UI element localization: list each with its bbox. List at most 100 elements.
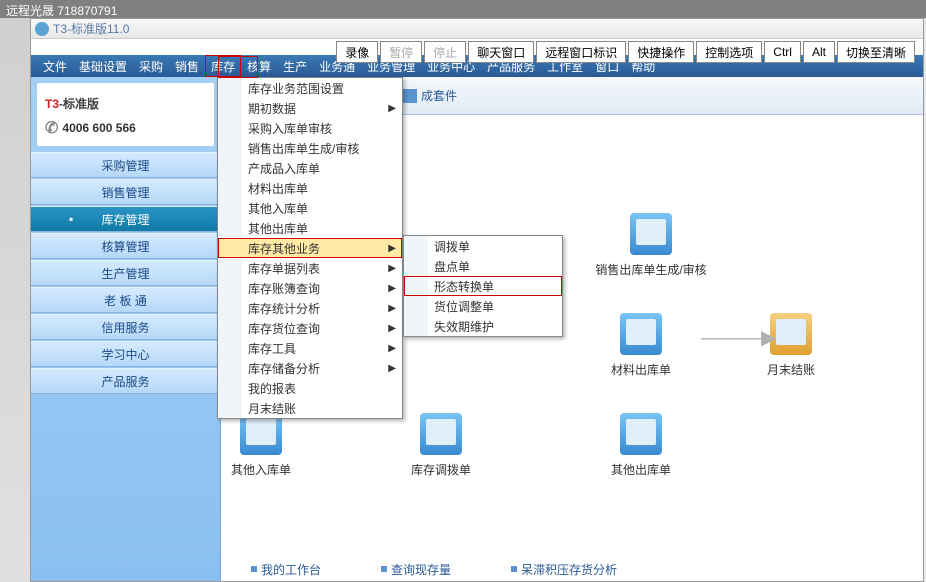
chevron-right-icon: ▶ <box>388 103 396 114</box>
chevron-right-icon: ▶ <box>388 243 396 254</box>
menuitem-材料出库单[interactable]: 材料出库单 <box>218 178 402 198</box>
flow-node-其他出库单[interactable]: 其他出库单 <box>611 413 671 478</box>
chevron-right-icon: ▶ <box>388 303 396 314</box>
brand-phone: ✆ 4006 600 566 <box>45 118 206 138</box>
nav-老 板 通[interactable]: 老 板 通 <box>31 287 220 313</box>
alt-button[interactable]: Alt <box>803 41 835 63</box>
menuitem-其他出库单[interactable]: 其他出库单 <box>218 218 402 238</box>
nav-销售管理[interactable]: 销售管理 <box>31 179 220 205</box>
menuitem-采购入库单审核[interactable]: 采购入库单审核 <box>218 118 402 138</box>
chevron-right-icon: ▶ <box>388 323 396 334</box>
nav-学习中心[interactable]: 学习中心 <box>31 341 220 367</box>
menuitem-库存货位查询[interactable]: 库存货位查询▶ <box>218 318 402 338</box>
submenuitem-失效期维护[interactable]: 失效期维护 <box>404 316 562 336</box>
window-title: T3-标准版11.0 <box>53 20 129 37</box>
nav-产品服务[interactable]: 产品服务 <box>31 368 220 394</box>
bullet-icon <box>511 566 517 572</box>
phone-icon: ✆ <box>45 118 58 138</box>
remote-session-title: 远程光晟 718870791 <box>0 0 926 18</box>
switch-clarity-button[interactable]: 切换至清晰 <box>837 41 915 63</box>
bottom-link-呆滞积压存货分析[interactable]: 呆滞积压存货分析 <box>511 559 617 579</box>
pause-button[interactable]: 暂停 <box>380 41 422 63</box>
menuitem-库存账簿查询[interactable]: 库存账簿查询▶ <box>218 278 402 298</box>
arrow-right-icon: ———▶ <box>701 325 776 350</box>
nav-库存管理[interactable]: 库存管理 <box>31 206 220 232</box>
remote-toolbar: 录像 暂停 停止 聊天窗口 远程窗口标识 快捷操作 控制选项 Ctrl Alt … <box>336 39 915 65</box>
document-icon <box>620 413 662 455</box>
brand-t3: T3 <box>45 97 59 111</box>
menu-生产[interactable]: 生产 <box>277 55 313 77</box>
menuitem-库存其他业务[interactable]: 库存其他业务▶ <box>218 238 402 258</box>
flow-label: 其他出库单 <box>611 461 671 478</box>
menu-文件[interactable]: 文件 <box>37 55 73 77</box>
bottom-link-查询现存量[interactable]: 查询现存量 <box>381 559 451 579</box>
menu-基础设置[interactable]: 基础设置 <box>73 55 133 77</box>
flow-label: 库存调拨单 <box>411 461 471 478</box>
flow-node-销售出库单生成/审核[interactable]: 销售出库单生成/审核 <box>591 213 711 278</box>
document-icon <box>620 313 662 355</box>
ctrl-button[interactable]: Ctrl <box>764 41 801 63</box>
app-window: T3-标准版11.0 录像 暂停 停止 聊天窗口 远程窗口标识 快捷操作 控制选… <box>30 18 924 582</box>
nav-核算管理[interactable]: 核算管理 <box>31 233 220 259</box>
sidebar: T3-标准版 ✆ 4006 600 566 采购管理销售管理库存管理核算管理生产… <box>31 77 221 581</box>
titlebar: T3-标准版11.0 <box>31 19 923 39</box>
brand-panel: T3-标准版 ✆ 4006 600 566 <box>37 83 214 146</box>
nav-信用服务[interactable]: 信用服务 <box>31 314 220 340</box>
menuitem-产成品入库单[interactable]: 产成品入库单 <box>218 158 402 178</box>
menuitem-库存单据列表[interactable]: 库存单据列表▶ <box>218 258 402 278</box>
module-icon <box>403 89 417 103</box>
menuitem-我的报表[interactable]: 我的报表 <box>218 378 402 398</box>
ctrl-options-button[interactable]: 控制选项 <box>696 41 762 63</box>
flow-label: 销售出库单生成/审核 <box>591 261 711 278</box>
document-icon <box>420 413 462 455</box>
nav-生产管理[interactable]: 生产管理 <box>31 260 220 286</box>
menuitem-库存储备分析[interactable]: 库存储备分析▶ <box>218 358 402 378</box>
flow-label: 其他入库单 <box>231 461 291 478</box>
brand-title: T3-标准版 <box>45 91 206 114</box>
subtoolbar-成套件[interactable]: 成套件 <box>403 87 457 104</box>
submenuitem-货位调整单[interactable]: 货位调整单 <box>404 296 562 316</box>
app-icon <box>35 22 49 36</box>
phone-number: 4006 600 566 <box>62 121 135 135</box>
bottom-links: 我的工作台 查询现存量 呆滞积压存货分析 <box>221 559 923 579</box>
menuitem-月末结账[interactable]: 月末结账 <box>218 398 402 418</box>
chevron-right-icon: ▶ <box>388 283 396 294</box>
chevron-right-icon: ▶ <box>388 263 396 274</box>
submenuitem-调拨单[interactable]: 调拨单 <box>404 236 562 256</box>
document-icon <box>630 213 672 255</box>
menu-销售[interactable]: 销售 <box>169 55 205 77</box>
menu-库存[interactable]: 库存 <box>205 55 241 77</box>
inventory-submenu: 调拨单盘点单形态转换单货位调整单失效期维护 <box>403 235 563 337</box>
bottom-link-我的工作台[interactable]: 我的工作台 <box>251 559 321 579</box>
submenuitem-盘点单[interactable]: 盘点单 <box>404 256 562 276</box>
quick-action-button[interactable]: 快捷操作 <box>628 41 694 63</box>
record-button[interactable]: 录像 <box>336 41 378 63</box>
brand-rest: -标准版 <box>59 97 99 111</box>
document-icon <box>240 413 282 455</box>
flow-node-其他入库单[interactable]: 其他入库单 <box>231 413 291 478</box>
menuitem-库存业务范围设置[interactable]: 库存业务范围设置 <box>218 78 402 98</box>
bullet-icon <box>381 566 387 572</box>
menu-采购[interactable]: 采购 <box>133 55 169 77</box>
chevron-right-icon: ▶ <box>388 363 396 374</box>
menuitem-期初数据[interactable]: 期初数据▶ <box>218 98 402 118</box>
menuitem-销售出库单生成/审核[interactable]: 销售出库单生成/审核 <box>218 138 402 158</box>
bullet-icon <box>251 566 257 572</box>
chat-button[interactable]: 聊天窗口 <box>468 41 534 63</box>
menuitem-库存工具[interactable]: 库存工具▶ <box>218 338 402 358</box>
nav-采购管理[interactable]: 采购管理 <box>31 152 220 178</box>
chevron-right-icon: ▶ <box>388 343 396 354</box>
submenuitem-形态转换单[interactable]: 形态转换单 <box>404 276 562 296</box>
flow-label: 材料出库单 <box>611 361 671 378</box>
flow-label: 月末结账 <box>761 361 821 378</box>
stop-button[interactable]: 停止 <box>424 41 466 63</box>
menu-核算[interactable]: 核算 <box>241 55 277 77</box>
nav: 采购管理销售管理库存管理核算管理生产管理老 板 通信用服务学习中心产品服务 <box>31 152 220 394</box>
menuitem-库存统计分析[interactable]: 库存统计分析▶ <box>218 298 402 318</box>
flow-node-材料出库单[interactable]: 材料出库单 <box>611 313 671 378</box>
menuitem-其他入库单[interactable]: 其他入库单 <box>218 198 402 218</box>
flow-node-库存调拨单[interactable]: 库存调拨单 <box>411 413 471 478</box>
inventory-menu: 库存业务范围设置期初数据▶采购入库单审核销售出库单生成/审核产成品入库单材料出库… <box>217 77 403 419</box>
remote-left-strip <box>0 18 30 582</box>
remote-id-button[interactable]: 远程窗口标识 <box>536 41 626 63</box>
